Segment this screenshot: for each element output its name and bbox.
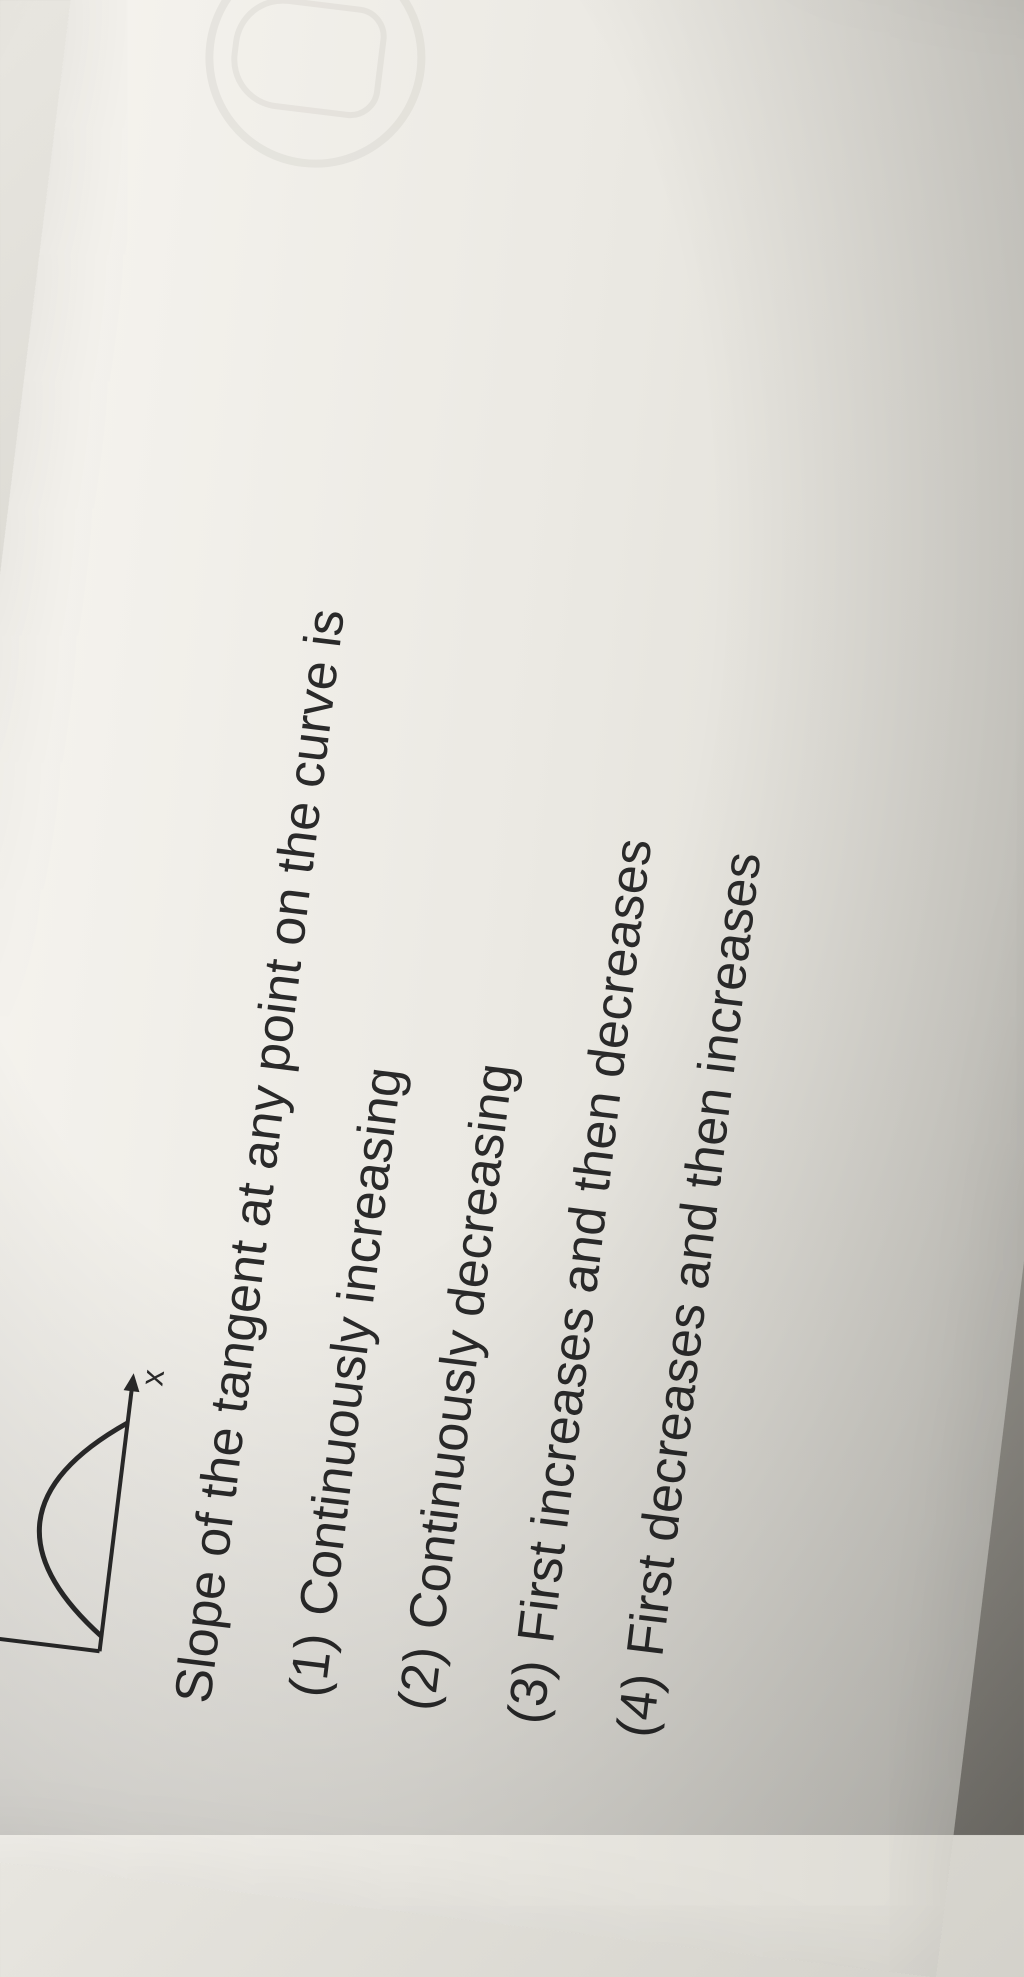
- option-number: (2): [378, 1642, 463, 1715]
- page: 28. y x Slope of the tangent at: [0, 0, 1024, 1977]
- curve-graph: y x: [0, 1342, 165, 1684]
- x-axis-label: x: [134, 1367, 165, 1387]
- question-block: 28. y x Slope of the tangent at: [0, 0, 915, 1866]
- option-number: (1): [269, 1628, 354, 1701]
- option-number: (4): [596, 1668, 681, 1741]
- question-body: y x Slope of the tangent at any point on…: [0, 0, 915, 1765]
- option-number: (3): [487, 1655, 572, 1728]
- curve-arc: [27, 1413, 128, 1636]
